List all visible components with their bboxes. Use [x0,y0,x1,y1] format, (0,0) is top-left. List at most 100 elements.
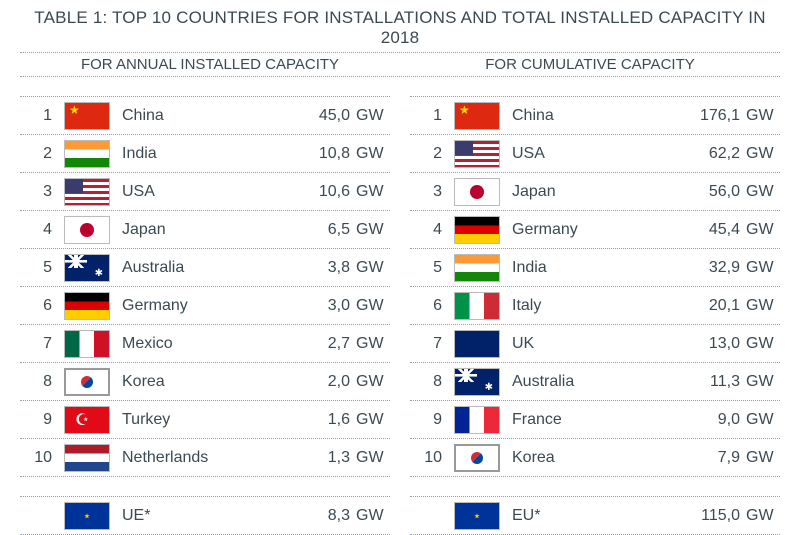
rank: 7 [416,335,442,353]
rank: 1 [26,107,52,125]
country-name: Japan [512,183,692,201]
footer-value: 8,3 [302,507,350,525]
right-column: 1China176,1GW2USA62,2GW3Japan56,0GW4Germ… [410,77,780,535]
table-row: 5Australia3,8GW [20,249,390,287]
left-column: 1China45,0GW2India10,8GW3USA10,6GW4Japan… [20,77,390,535]
rank: 3 [416,183,442,201]
table-row: 2USA62,2GW [410,135,780,173]
australia-flag-icon [64,254,110,282]
unit-label: GW [350,297,384,315]
capacity-value: 3,0 [302,297,350,315]
rank: 3 [26,183,52,201]
table-row: 3 Japan56,0GW [410,173,780,211]
capacity-value: 10,6 [302,183,350,201]
table-row: 7UK13,0GW [410,325,780,363]
footer-label: EU* [512,507,692,525]
capacity-value: 1,3 [302,449,350,467]
country-name: USA [122,183,302,201]
table-row: 3 USA10,6GW [20,173,390,211]
rank: 5 [416,259,442,277]
unit-label: GW [740,183,774,201]
netherlands-flag-icon [64,444,110,472]
unit-label: GW [740,373,774,391]
rank: 10 [26,449,52,467]
table-row: 4Japan6,5GW [20,211,390,249]
spacer [20,77,390,97]
rank: 8 [26,373,52,391]
unit-label: GW [350,373,384,391]
china-flag-icon [454,102,500,130]
unit-label: GW [350,107,384,125]
unit-label: GW [350,145,384,163]
unit-label: GW [740,411,774,429]
capacity-value: 11,3 [692,373,740,391]
unit-label: GW [350,221,384,239]
capacity-value: 45,4 [692,221,740,239]
left-heading: FOR ANNUAL INSTALLED CAPACITY [20,53,400,76]
table-row: 1 China176,1GW [410,97,780,135]
table-row: 7Mexico2,7GW [20,325,390,363]
unit-label: GW [740,145,774,163]
country-name: China [512,107,692,125]
table-row: 4Germany45,4GW [410,211,780,249]
right-heading: FOR CUMULATIVE CAPACITY [400,53,780,76]
capacity-value: 6,5 [302,221,350,239]
rank: 6 [26,297,52,315]
footer-row: 0UE*8,3GW [20,497,390,535]
unit-label: GW [740,107,774,125]
rank: 2 [26,145,52,163]
capacity-value: 10,8 [302,145,350,163]
capacity-value: 56,0 [692,183,740,201]
china-flag-icon [64,102,110,130]
table-row: 6Germany3,0GW [20,287,390,325]
germany-flag-icon [64,292,110,320]
spacer [410,477,780,497]
unit-label: GW [740,297,774,315]
unit-label: GW [740,507,774,525]
rank: 5 [26,259,52,277]
table-row: 5India32,9GW [410,249,780,287]
unit-label: GW [350,507,384,525]
country-name: India [512,259,692,277]
table-row: 10Netherlands1,3GW [20,439,390,477]
capacity-value: 7,9 [692,449,740,467]
capacity-value: 2,7 [302,335,350,353]
country-name: France [512,411,692,429]
table-row: 9Turkey1,6GW [20,401,390,439]
capacity-value: 9,0 [692,411,740,429]
country-name: Korea [122,373,302,391]
turkey-flag-icon [64,406,110,434]
country-name: Australia [122,259,302,277]
rank: 10 [416,449,442,467]
rank: 7 [26,335,52,353]
table-row: 10Korea7,9GW [410,439,780,477]
korea-flag-icon [64,368,110,396]
table-row: 8 Australia11,3GW [410,363,780,401]
india-flag-icon [64,140,110,168]
korea-flag-icon [454,444,500,472]
country-name: Japan [122,221,302,239]
rank: 2 [416,145,442,163]
table-row: 9 France9,0GW [410,401,780,439]
footer-row: 0EU*115,0GW [410,497,780,535]
country-name: India [122,145,302,163]
rank: 9 [26,411,52,429]
capacity-value: 176,1 [692,107,740,125]
italy-flag-icon [454,292,500,320]
unit-label: GW [350,183,384,201]
country-name: Australia [512,373,692,391]
rank: 9 [416,411,442,429]
capacity-value: 1,6 [302,411,350,429]
country-name: USA [512,145,692,163]
unit-label: GW [350,449,384,467]
rank: 4 [416,221,442,239]
australia-flag-icon [454,368,500,396]
rank: 1 [416,107,442,125]
country-name: Italy [512,297,692,315]
usa-flag-icon [64,178,110,206]
japan-flag-icon [64,216,110,244]
unit-label: GW [740,221,774,239]
india-flag-icon [454,254,500,282]
table-row: 6Italy20,1GW [410,287,780,325]
rank: 8 [416,373,442,391]
